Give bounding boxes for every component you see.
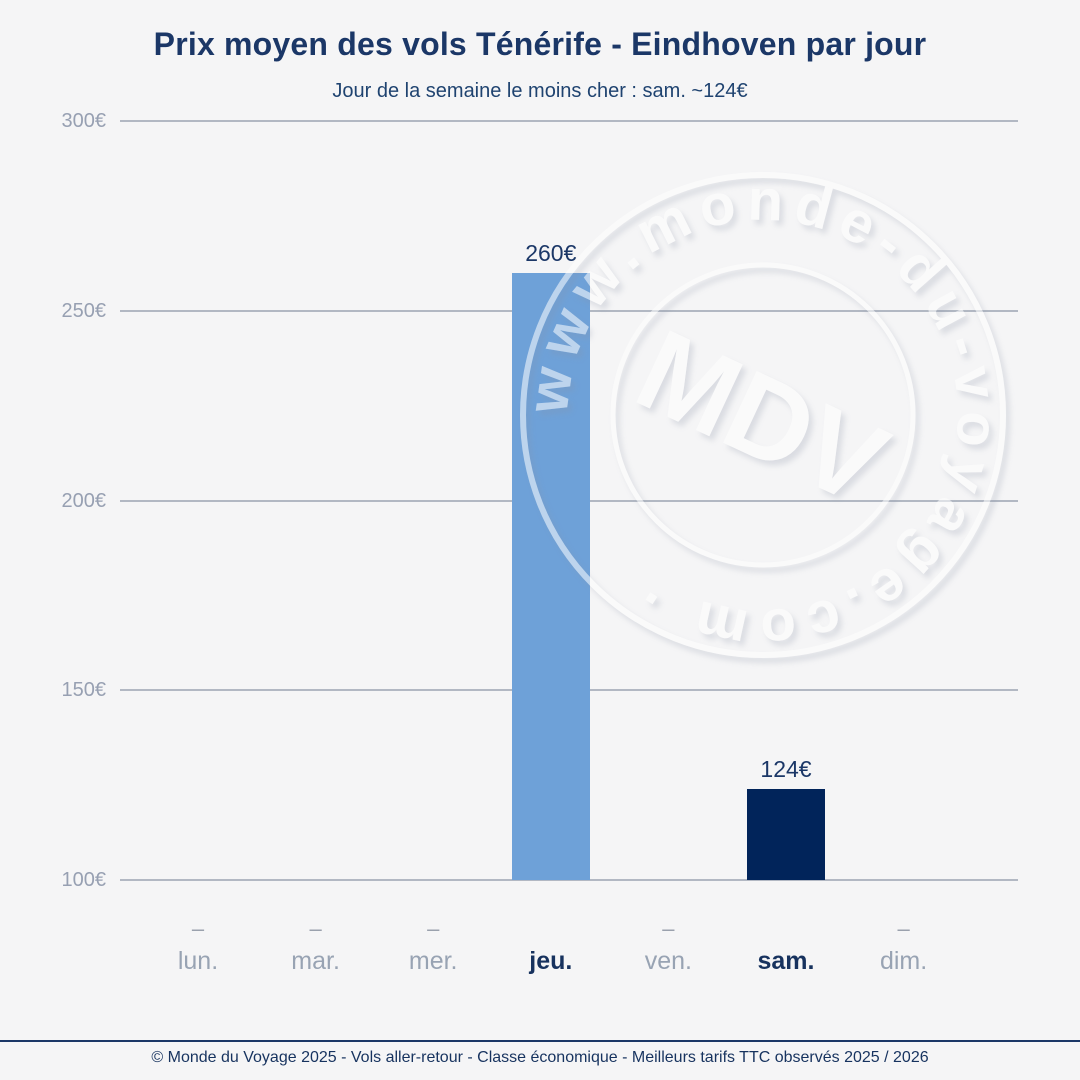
bar-value-sam: 124€	[760, 755, 812, 782]
x-axis-label-mar: mar.	[291, 947, 340, 975]
no-data-marker-dim: –	[897, 916, 910, 941]
footer-credits: © Monde du Voyage 2025 - Vols aller-reto…	[151, 1049, 929, 1066]
x-axis-label-mer: mer.	[408, 947, 458, 975]
no-data-marker-mar: –	[309, 916, 322, 941]
page-subtitle: Jour de la semaine le moins cher : sam. …	[332, 80, 748, 102]
x-axis-label-sam: sam.	[757, 947, 815, 975]
bar-sam	[747, 788, 825, 880]
gridline-300	[120, 120, 1018, 122]
watermark-monogram: MDV	[619, 306, 905, 530]
page-title: Prix moyen des vols Ténérife - Eindhoven…	[153, 26, 927, 62]
y-axis-label-150: 150€	[61, 679, 107, 702]
bar-value-jeu: 260€	[525, 239, 577, 266]
x-axis-label-jeu: jeu.	[529, 947, 573, 975]
y-axis-label-100: 100€	[61, 869, 107, 891]
gridline-100	[120, 879, 1018, 881]
x-axis-label-lun: lun.	[177, 947, 219, 975]
y-axis-label-250: 250€	[61, 299, 107, 322]
x-axis-label-ven: ven.	[644, 947, 693, 975]
y-axis-label-200: 200€	[61, 489, 107, 512]
footer-divider	[0, 1040, 1080, 1042]
y-axis-label-300: 300€	[61, 110, 107, 132]
x-axis-label-dim: dim.	[879, 947, 928, 975]
no-data-marker-ven: –	[662, 916, 675, 941]
bar-jeu	[511, 272, 590, 880]
no-data-marker-mer: –	[427, 916, 440, 941]
no-data-marker-lun: –	[191, 916, 205, 941]
